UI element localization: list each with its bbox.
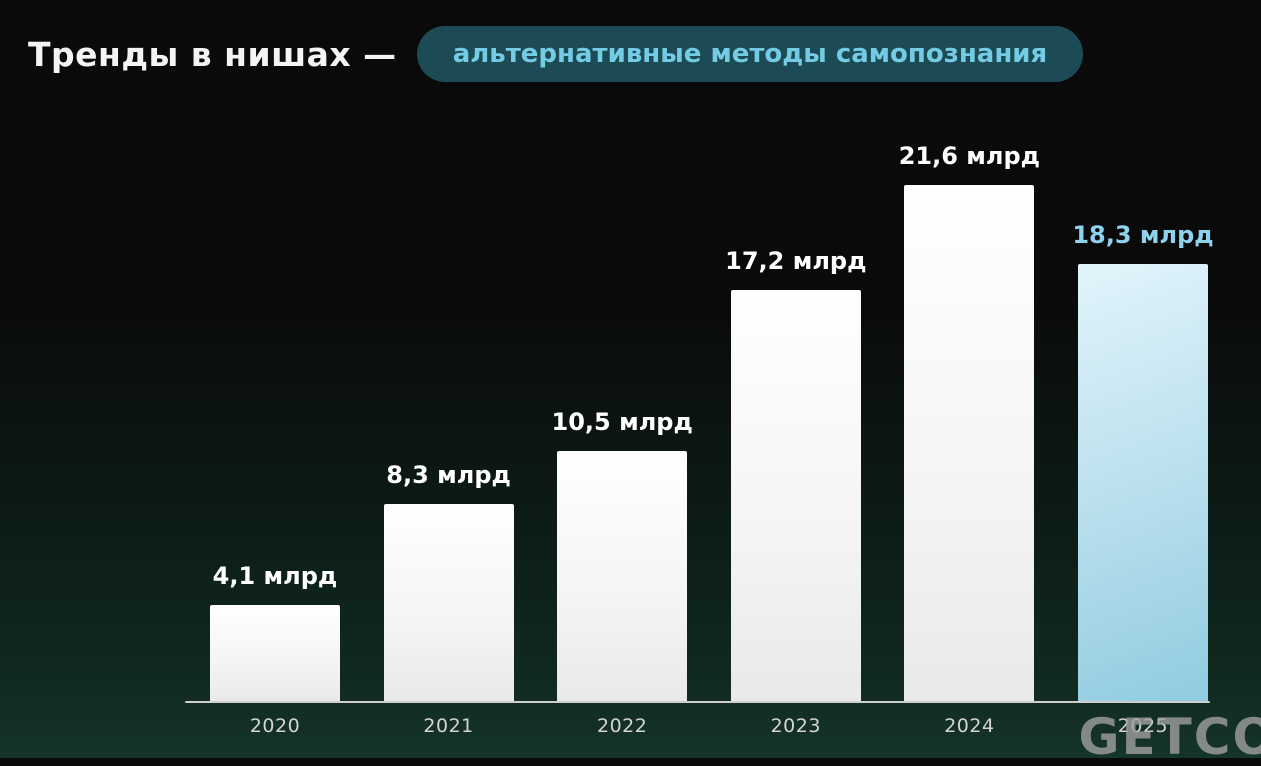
bar-group: 21,6 млрд — [899, 142, 1040, 703]
x-axis-line — [185, 701, 1210, 703]
bar-value-label: 21,6 млрд — [898, 142, 1041, 170]
bar-chart-bars: 4,1 млрд 8,3 млрд 10,5 млрд 17,2 млрд 21,6 м… — [210, 120, 1214, 703]
bar-group: 4,1 млрд — [210, 562, 340, 703]
bar-chart: 4,1 млрд 8,3 млрд 10,5 млрд 17,2 млрд 21,6 м… — [185, 120, 1214, 703]
watermark: GETCO — [1078, 708, 1261, 766]
bar — [730, 290, 861, 703]
bar-group: 18,3 млрд — [1072, 221, 1214, 703]
x-axis-label: 2022 — [597, 715, 648, 737]
title-badge: альтернативные методы самопознания — [416, 26, 1084, 82]
bar — [904, 185, 1035, 703]
bar-value-label: 8,3 млрд — [386, 461, 511, 489]
bar-value-label: 10,5 млрд — [551, 408, 693, 436]
bar-value-label: 4,1 млрд — [212, 562, 338, 590]
bar-value-label: 18,3 млрд — [1072, 221, 1214, 249]
x-axis-label: 2021 — [423, 715, 474, 737]
x-axis-label: 2023 — [770, 715, 821, 737]
bar-chart-years: 2020 2021 2022 2023 2024 2025 — [210, 715, 1208, 737]
bar-group: 17,2 млрд — [725, 247, 866, 703]
x-axis-label: 2025 — [1117, 715, 1169, 737]
bar-group: 8,3 млрд — [383, 461, 514, 703]
x-axis-label: 2020 — [249, 715, 301, 737]
bar — [210, 605, 340, 703]
page-title: Тренды в нишах — — [28, 34, 397, 74]
header: Тренды в нишах — альтернативные методы с… — [28, 26, 1233, 82]
x-axis-label: 2024 — [944, 715, 995, 737]
bar-value-label: 17,2 млрд — [725, 247, 867, 275]
bar — [383, 504, 514, 703]
bar-group: 10,5 млрд — [552, 408, 693, 703]
bar — [557, 451, 688, 703]
bar — [1077, 264, 1208, 703]
